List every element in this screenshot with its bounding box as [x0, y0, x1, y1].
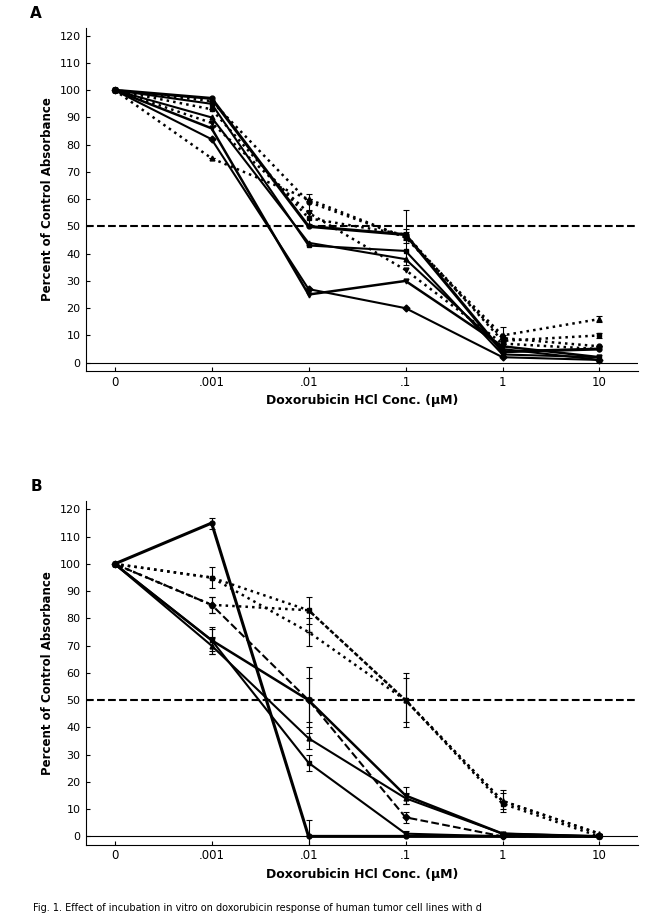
Text: B: B [30, 479, 42, 495]
Text: Fig. 1. Effect of incubation in vitro on doxorubicin response of human tumor cel: Fig. 1. Effect of incubation in vitro on… [33, 903, 482, 913]
X-axis label: Doxorubicin HCl Conc. (μM): Doxorubicin HCl Conc. (μM) [266, 394, 458, 408]
Y-axis label: Percent of Control Absorbance: Percent of Control Absorbance [41, 571, 54, 775]
Y-axis label: Percent of Control Absorbance: Percent of Control Absorbance [41, 97, 54, 301]
X-axis label: Doxorubicin HCl Conc. (μM): Doxorubicin HCl Conc. (μM) [266, 868, 458, 881]
Text: A: A [30, 6, 42, 21]
